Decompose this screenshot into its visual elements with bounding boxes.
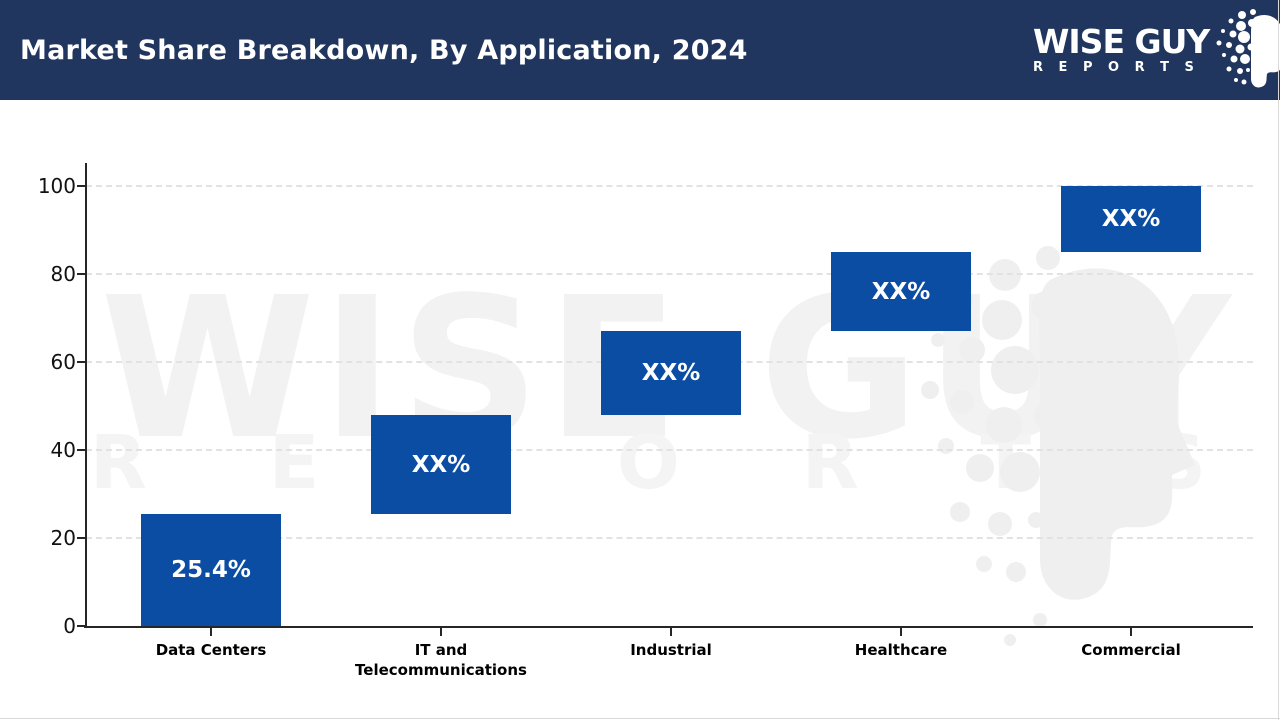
- x-axis-tickmark: [900, 628, 902, 636]
- bar-data-centers: 25.4%: [141, 514, 281, 626]
- page-title: Market Share Breakdown, By Application, …: [20, 34, 748, 66]
- right-border-line: [1278, 0, 1279, 720]
- wiseguy-head-icon: [1216, 9, 1280, 88]
- x-axis-category-label: Healthcare: [854, 641, 948, 659]
- y-axis-tick-label: 100: [37, 174, 76, 198]
- wiseguy-logo-text: WISE GUY R E P O R T S: [1033, 22, 1210, 76]
- gridline-y100: [86, 185, 1253, 187]
- x-axis-category-label: Data Centers: [155, 641, 267, 659]
- y-axis-tickmark: [77, 537, 85, 539]
- y-axis-tick-label: 80: [50, 262, 76, 286]
- y-axis-tick-label: 20: [50, 526, 76, 550]
- y-axis-tickmark: [77, 449, 85, 451]
- y-axis-tick-label: 40: [50, 438, 76, 462]
- y-axis-tickmark: [77, 625, 85, 627]
- x-axis-tickmark: [670, 628, 672, 636]
- bar-value-label: XX%: [871, 278, 931, 305]
- bar-commercial: XX%: [1061, 186, 1201, 252]
- y-axis-tickmark: [77, 273, 85, 275]
- bar-value-label: XX%: [641, 359, 701, 386]
- wiseguy-logo: WISE GUY R E P O R T S: [1033, 6, 1280, 94]
- x-axis-tickmark: [210, 628, 212, 636]
- bar-value-label: XX%: [411, 451, 471, 478]
- x-axis-category-label: IT and Telecommunications: [355, 641, 527, 679]
- bar-industrial: XX%: [601, 331, 741, 415]
- x-axis-tickmark: [1130, 628, 1132, 636]
- y-axis-tickmark: [77, 185, 85, 187]
- logo-wordmark: WISE GUY: [1033, 22, 1210, 61]
- x-axis-category-label: Industrial: [630, 641, 712, 659]
- bar-value-label: 25.4%: [171, 557, 251, 584]
- header-band: Market Share Breakdown, By Application, …: [0, 0, 1280, 100]
- x-axis-category-label: Commercial: [1081, 641, 1181, 659]
- bar-it-and-telecommunications: XX%: [371, 414, 511, 515]
- logo-subtitle: R E P O R T S: [1033, 60, 1200, 75]
- y-axis-tick-label: 0: [63, 614, 76, 638]
- gridline-y20: [86, 537, 1253, 539]
- bar-value-label: XX%: [1101, 206, 1161, 232]
- x-axis-line: [84, 626, 1253, 628]
- bottom-border-line: [0, 718, 1280, 719]
- bar-healthcare: XX%: [831, 252, 971, 332]
- y-axis-tickmark: [77, 361, 85, 363]
- y-axis-tick-label: 60: [50, 350, 76, 374]
- gridline-y40: [86, 449, 1253, 451]
- y-axis-line: [85, 163, 87, 628]
- gridline-y80: [86, 273, 1253, 275]
- chart-plot-area: WISE GUY R E P O R T S 0 20 40 60 80 100 25.4%…: [0, 100, 1280, 712]
- x-axis-tickmark: [440, 628, 442, 636]
